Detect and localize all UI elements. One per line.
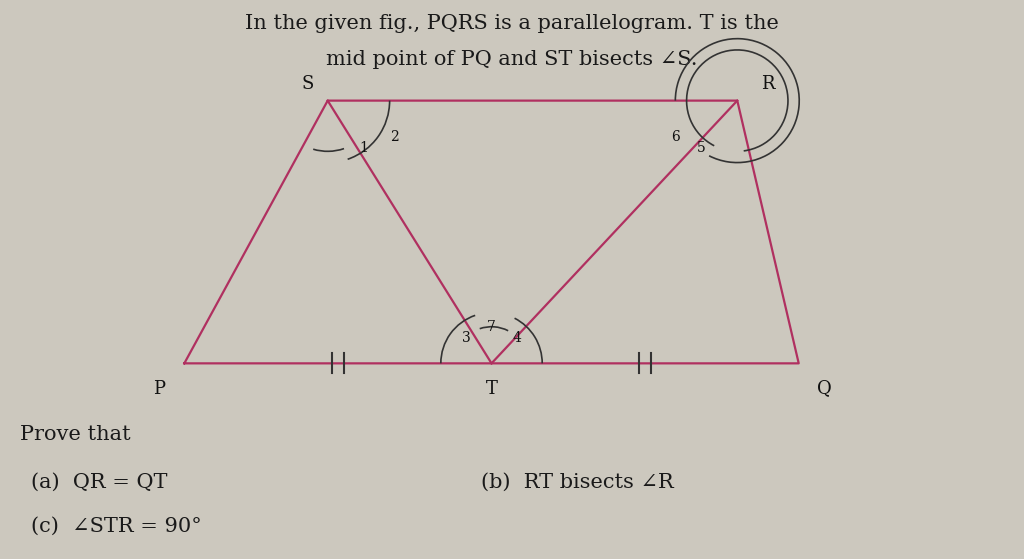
Text: 5: 5 <box>697 141 706 155</box>
Text: P: P <box>153 380 165 397</box>
Text: 6: 6 <box>672 130 680 144</box>
Text: (c)  ∠STR = 90°: (c) ∠STR = 90° <box>31 517 202 536</box>
Text: 3: 3 <box>462 331 470 345</box>
Text: T: T <box>485 380 498 397</box>
Text: 1: 1 <box>359 141 368 155</box>
Text: (a)  QR = QT: (a) QR = QT <box>31 472 167 491</box>
Text: 7: 7 <box>487 320 496 334</box>
Text: 4: 4 <box>513 331 521 345</box>
Text: In the given fig., PQRS is a parallelogram. T is the: In the given fig., PQRS is a parallelogr… <box>245 14 779 33</box>
Text: R: R <box>761 75 775 93</box>
Text: mid point of PQ and ST bisects ∠S.: mid point of PQ and ST bisects ∠S. <box>327 50 697 69</box>
Text: (b)  RT bisects ∠R: (b) RT bisects ∠R <box>481 472 674 491</box>
Text: Q: Q <box>817 380 831 397</box>
Text: S: S <box>301 75 313 93</box>
Text: Prove that: Prove that <box>20 425 131 444</box>
Text: 2: 2 <box>390 130 398 144</box>
